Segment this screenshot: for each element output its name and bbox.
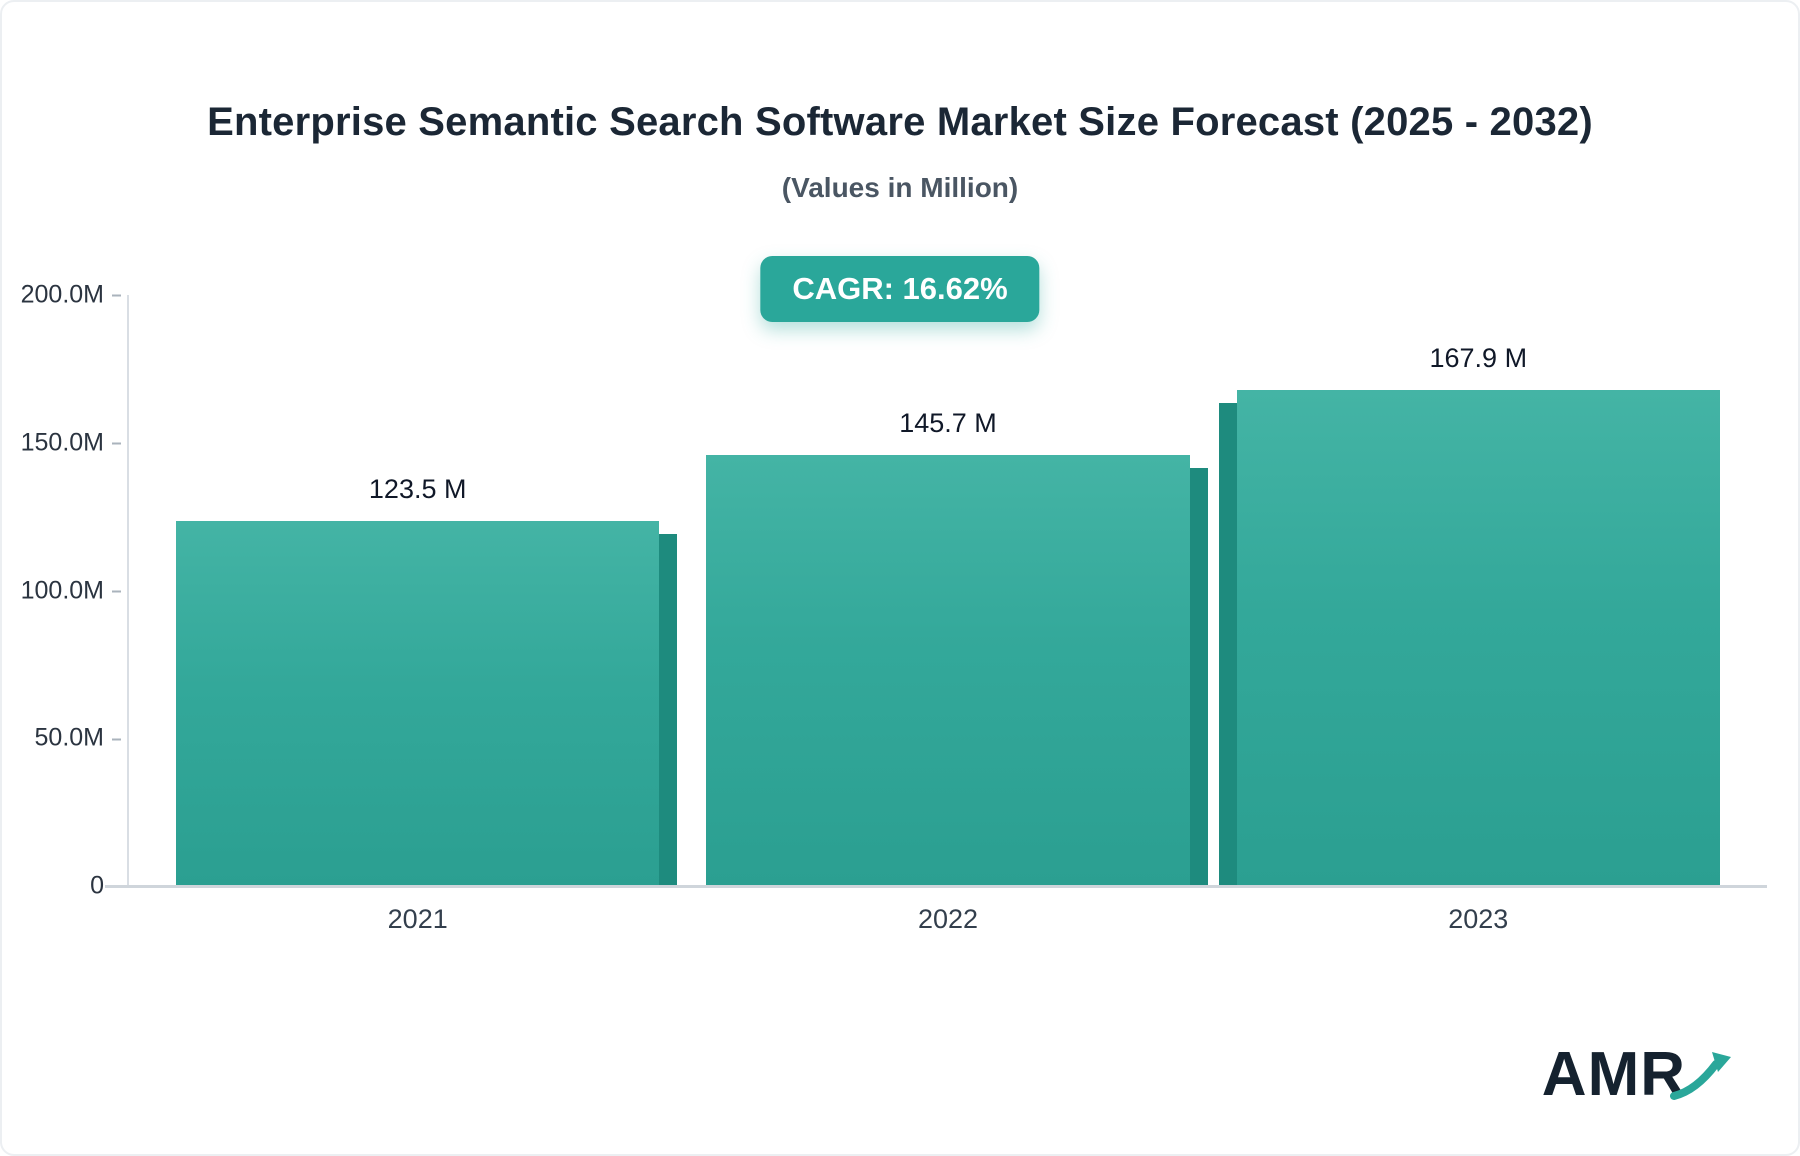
bars-container: 123.5 M 145.7 M 167.9 M	[129, 295, 1767, 888]
bar-value-label: 145.7 M	[899, 408, 997, 439]
bar-3d-side	[1218, 402, 1237, 888]
x-axis-label-2021: 2021	[387, 904, 448, 934]
x-axis-labels: 2021 2022 2023	[129, 904, 1767, 935]
cagr-badge: CAGR: 16.62%	[760, 256, 1040, 322]
bar-value-label: 123.5 M	[368, 474, 467, 505]
bar-2021	[176, 521, 678, 888]
y-tick-label: 200.0M	[9, 281, 121, 310]
amr-logo-text: AMR	[1541, 1040, 1686, 1109]
y-tick-mark	[112, 738, 121, 741]
bar-group-2021: 123.5 M	[176, 295, 678, 888]
y-tick-mark	[112, 442, 121, 445]
y-tick-mark	[112, 294, 121, 297]
bar-2023	[1218, 389, 1720, 888]
y-tick-label: 150.0M	[9, 428, 121, 457]
bar-group-2023: 167.9 M	[1218, 295, 1720, 888]
bar-value-label: 167.9 M	[1429, 342, 1528, 373]
amr-logo: AMR	[1542, 1044, 1732, 1106]
y-tick-label: 50.0M	[9, 724, 121, 753]
chart-subtitle: (Values in Million)	[781, 172, 1019, 203]
bar-3d-side	[1189, 468, 1208, 888]
y-tick-label: 100.0M	[9, 576, 121, 605]
bar-2022	[706, 455, 1208, 888]
bar-group-2022: 145.7 M	[706, 295, 1208, 888]
growth-arrow-icon	[1670, 1052, 1731, 1100]
bar-3d-side	[659, 534, 678, 888]
y-tick-mark	[112, 885, 121, 888]
y-tick-label: 0	[9, 872, 121, 901]
x-axis-label-2023: 2023	[1448, 904, 1509, 934]
x-axis-label-2022: 2022	[917, 904, 979, 934]
y-tick-mark	[112, 590, 121, 593]
chart-title: Enterprise Semantic Search Software Mark…	[207, 100, 1593, 144]
